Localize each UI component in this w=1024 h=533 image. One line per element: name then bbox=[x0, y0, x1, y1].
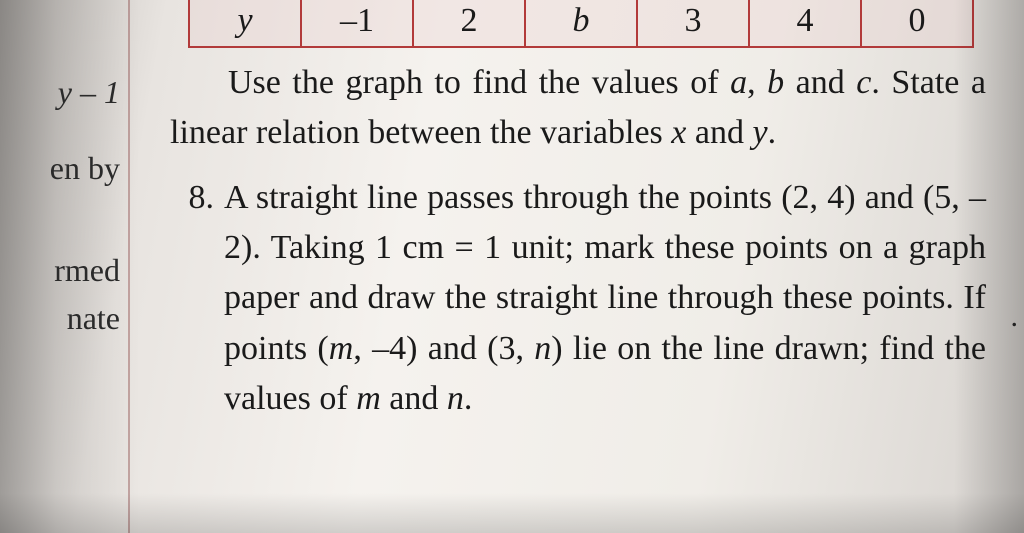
cell-b: b bbox=[573, 2, 590, 39]
var-c: c bbox=[856, 64, 871, 101]
table-cell: 0 bbox=[861, 0, 973, 47]
text: , –4) and (3, bbox=[353, 330, 534, 367]
margin-fragment-4: nate bbox=[67, 300, 120, 337]
page-margin-rule bbox=[128, 0, 130, 533]
table-cell: 3 bbox=[637, 0, 749, 47]
question-8: 8. A straight line passes through the po… bbox=[170, 173, 1004, 425]
table-cell: –1 bbox=[301, 0, 413, 47]
var-b: b bbox=[767, 64, 784, 101]
var-n2: n bbox=[447, 380, 464, 417]
text: . bbox=[464, 380, 473, 417]
text: . bbox=[768, 114, 777, 151]
xy-table: y –1 2 b 3 4 0 bbox=[188, 0, 974, 48]
cell-val: 0 bbox=[909, 2, 926, 39]
cell-y: y bbox=[237, 2, 252, 39]
table-cell: 2 bbox=[413, 0, 525, 47]
edge-period: . bbox=[1011, 300, 1019, 334]
margin-fragment-1: y – 1 bbox=[58, 74, 120, 111]
table-cell: 4 bbox=[749, 0, 861, 47]
var-x: x bbox=[671, 114, 686, 151]
table-cell: y bbox=[189, 0, 301, 47]
text: and bbox=[686, 114, 752, 151]
table-cell: b bbox=[525, 0, 637, 47]
text: and bbox=[381, 380, 447, 417]
left-margin-fragments: y – 1 en by rmed nate bbox=[0, 0, 128, 533]
var-a: a bbox=[730, 64, 747, 101]
var-n: n bbox=[534, 330, 551, 367]
var-y: y bbox=[752, 114, 767, 151]
paragraph-7-continuation: Use the graph to find the values of a, b… bbox=[170, 58, 1004, 159]
question-number: 8. bbox=[170, 173, 224, 425]
margin-fragment-3: rmed bbox=[54, 252, 120, 289]
cell-val: 4 bbox=[797, 2, 814, 39]
cell-val: 3 bbox=[685, 2, 702, 39]
margin-fragment-2: en by bbox=[50, 150, 120, 187]
text: , bbox=[747, 64, 767, 101]
var-m2: m bbox=[356, 380, 381, 417]
table-row: y –1 2 b 3 4 0 bbox=[189, 0, 973, 47]
text: and bbox=[784, 64, 856, 101]
cell-val: 2 bbox=[461, 2, 478, 39]
var-m: m bbox=[329, 330, 354, 367]
question-text: A straight line passes through the point… bbox=[224, 173, 986, 425]
main-content: y –1 2 b 3 4 0 Use the graph to find the… bbox=[170, 0, 1004, 533]
cell-val: –1 bbox=[340, 2, 374, 39]
text: Use the graph to find the values of bbox=[228, 64, 730, 101]
